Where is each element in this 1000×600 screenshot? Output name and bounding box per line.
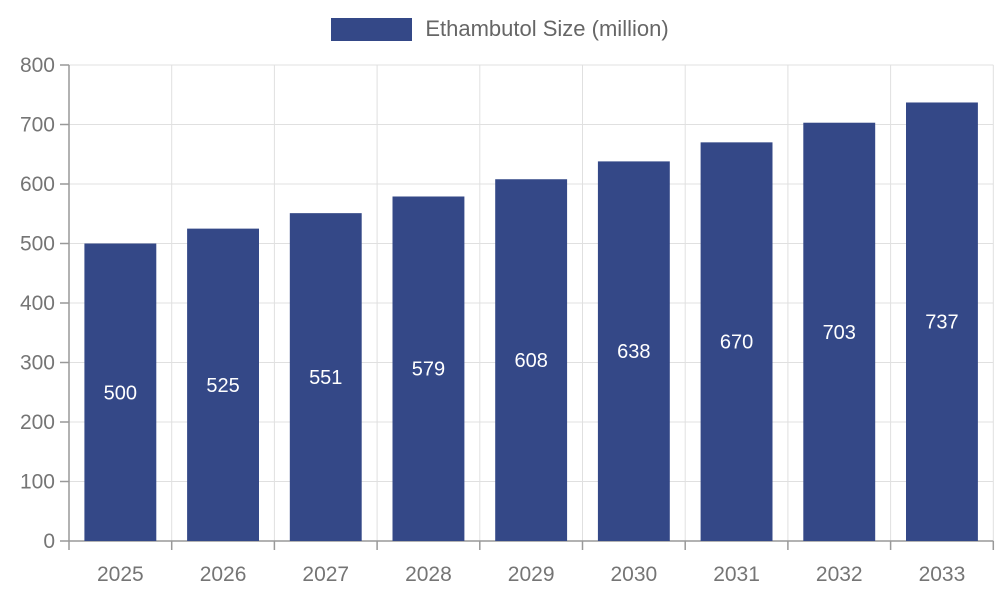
x-tick-label: 2028 <box>405 563 452 586</box>
bar[interactable] <box>187 228 259 541</box>
x-tick-label: 2027 <box>302 563 349 586</box>
x-tick-label: 2030 <box>610 563 657 586</box>
y-tick-label: 600 <box>20 173 55 196</box>
y-tick-label: 500 <box>20 233 55 256</box>
y-tick-label: 400 <box>20 292 55 315</box>
legend-swatch-icon <box>331 17 413 41</box>
y-tick-label: 300 <box>20 352 55 375</box>
x-tick-label: 2025 <box>97 563 144 586</box>
y-tick-label: 800 <box>20 54 55 77</box>
bar[interactable] <box>392 196 465 541</box>
x-tick-label: 2031 <box>713 563 760 586</box>
bar-value-label: 525 <box>206 375 239 397</box>
bar-value-label: 500 <box>104 382 137 404</box>
bar[interactable] <box>597 161 670 541</box>
bar-value-label: 670 <box>720 332 753 354</box>
y-tick-label: 100 <box>20 471 55 494</box>
bar[interactable] <box>84 243 157 542</box>
bar[interactable] <box>700 142 773 541</box>
y-tick-label: 0 <box>43 530 55 553</box>
bar-value-label: 608 <box>514 350 547 372</box>
bar-value-label: 551 <box>309 367 342 389</box>
x-tick-label: 2026 <box>200 563 247 586</box>
bar[interactable] <box>803 122 876 541</box>
x-tick-label: 2029 <box>508 563 555 586</box>
bar[interactable] <box>289 213 362 541</box>
y-tick-label: 200 <box>20 411 55 434</box>
bar-value-label: 579 <box>412 359 445 381</box>
legend[interactable]: Ethambutol Size (million) <box>0 16 1000 42</box>
bar-value-label: 737 <box>925 312 958 334</box>
bar-value-label: 638 <box>617 341 650 363</box>
legend-label: Ethambutol Size (million) <box>425 16 669 41</box>
y-tick-label: 700 <box>20 114 55 137</box>
bar-value-label: 703 <box>823 322 856 344</box>
x-tick-label: 2033 <box>919 563 966 586</box>
bar[interactable] <box>495 179 568 542</box>
bar[interactable] <box>906 102 978 542</box>
x-tick-label: 2032 <box>816 563 863 586</box>
